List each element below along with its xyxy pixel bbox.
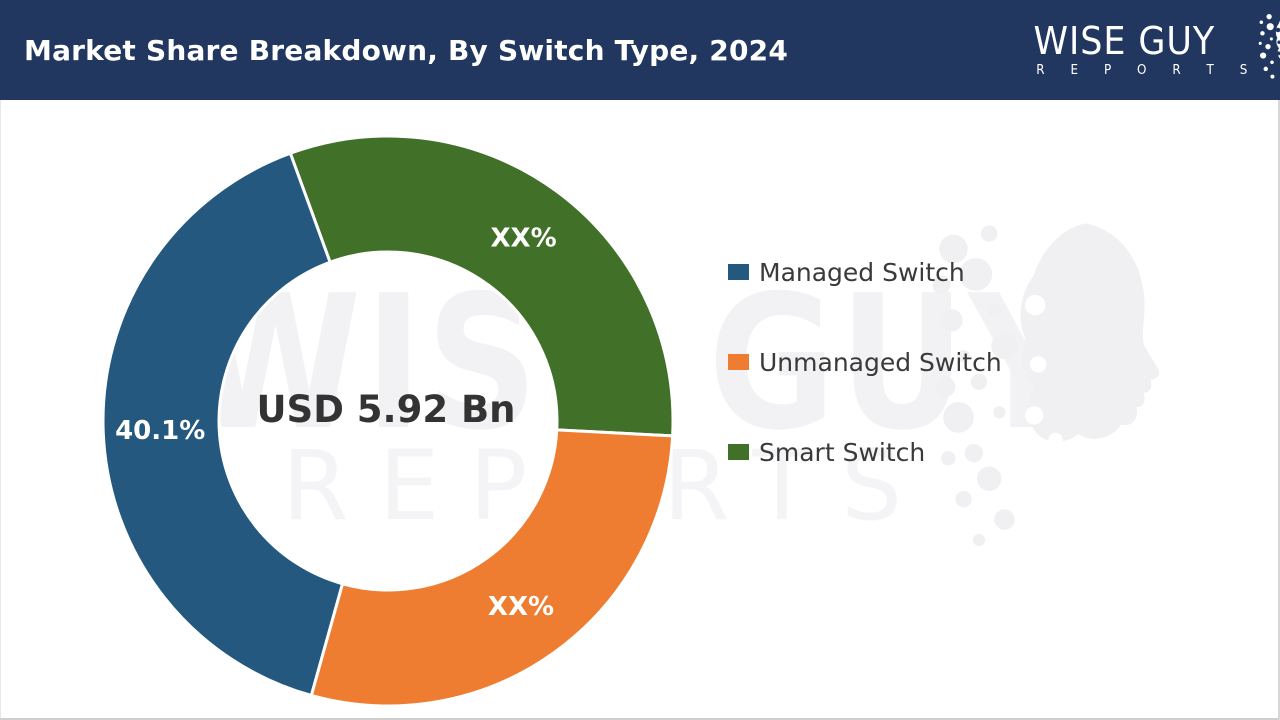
watermark-face: [933, 223, 1160, 547]
donut-chart: XX% 40.1% XX% USD 5.92 Bn: [101, 134, 675, 708]
wise-guy-logo: WISE GUY R E P O R T S: [1014, 8, 1280, 92]
legend-label: Smart Switch: [759, 437, 926, 467]
legend-swatch-smart: [728, 444, 749, 460]
slice-label-unmanaged-switch: XX%: [488, 592, 554, 622]
slice-label-smart-switch: XX%: [491, 224, 557, 254]
donut-center-label: USD 5.92 Bn: [257, 388, 516, 431]
pie-segment-unmanaged-switch: [309, 428, 675, 708]
legend-item-unmanaged-switch: Unmanaged Switch: [728, 347, 1002, 377]
chart-legend: Managed Switch Unmanaged Switch Smart Sw…: [728, 257, 1002, 527]
header-bar: Market Share Breakdown, By Switch Type, …: [0, 0, 1280, 100]
logo-subtitle: R E P O R T S: [1036, 63, 1259, 79]
legend-swatch-unmanaged: [728, 354, 749, 370]
pie-segment-smart-switch: [288, 134, 675, 438]
logo-wordmark: WISE GUY: [1033, 18, 1216, 63]
page-title: Market Share Breakdown, By Switch Type, …: [24, 33, 789, 67]
logo-face-icon: [1259, 14, 1280, 79]
legend-item-managed-switch: Managed Switch: [728, 257, 1002, 287]
legend-label: Managed Switch: [759, 257, 965, 287]
legend-label: Unmanaged Switch: [759, 347, 1002, 377]
legend-item-smart-switch: Smart Switch: [728, 437, 1002, 467]
pie-segment-managed-switch: [101, 151, 345, 697]
slice-label-managed-switch: 40.1%: [115, 416, 205, 446]
legend-swatch-managed: [728, 264, 749, 280]
wedges-group: XX% 40.1% XX%: [101, 134, 675, 708]
